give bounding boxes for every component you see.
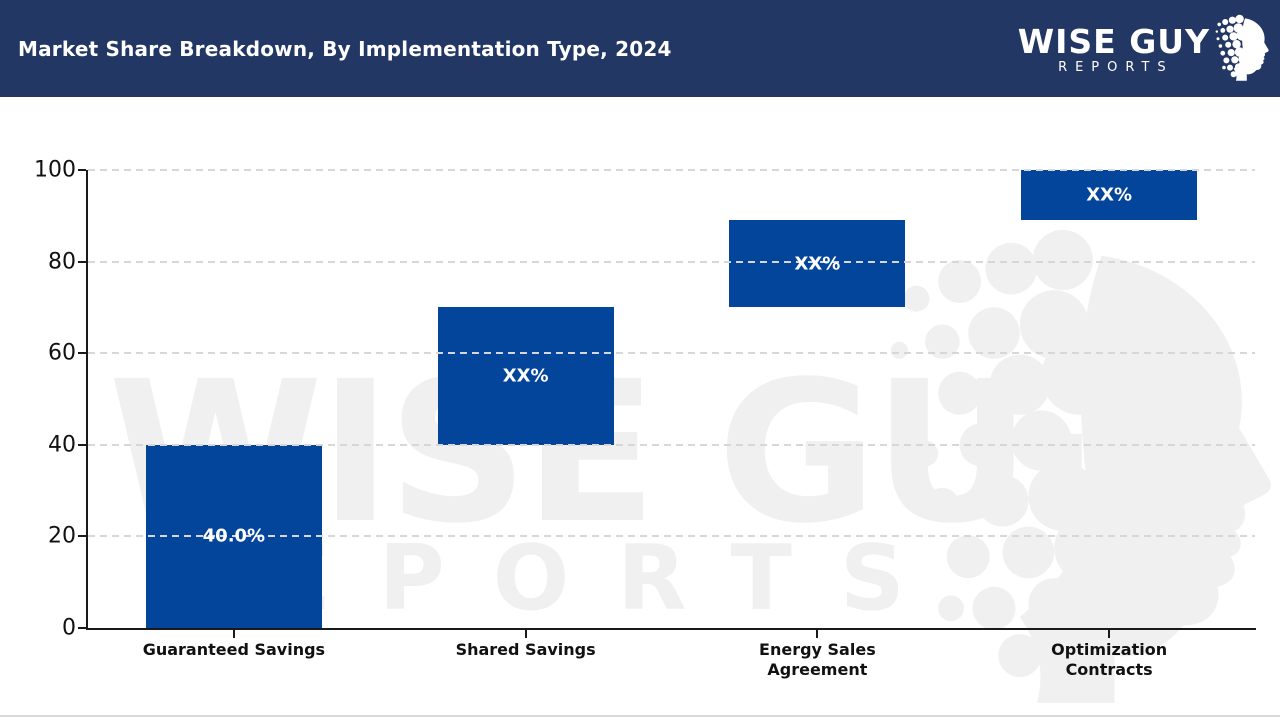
y-tick-mark [78,443,86,446]
x-axis-label: Shared Savings [455,640,596,659]
y-tick-mark [78,169,86,171]
bar-shared-savings [437,307,614,445]
y-axis-line [86,170,88,630]
gridline [88,169,1255,171]
gridline [88,260,1255,263]
y-tick-label: 60 [48,340,76,366]
bar-value-label: XX% [1086,184,1133,206]
y-tick-mark [78,260,86,263]
header-band: Market Share Breakdown, By Implementatio… [0,0,1280,97]
x-tick-mark [816,630,819,638]
logo-text: WISE GUY REPORTS [1017,21,1210,75]
logo-subtitle: REPORTS [1058,59,1174,75]
bar-energy-sales [729,220,906,308]
x-axis-line [86,628,1256,630]
x-tick-mark [524,630,527,638]
y-tick-label: 100 [34,157,76,183]
x-tick-mark [232,630,235,638]
bar-value-label: XX% [502,365,549,387]
y-tick-label: 40 [48,432,76,458]
y-tick-mark [78,352,86,355]
gridline [88,352,1255,355]
page-title: Market Share Breakdown, By Implementatio… [18,36,672,61]
bar-value-label: 40.0% [202,525,266,547]
x-tick-mark [1108,630,1111,638]
x-axis-label: Energy Sales Agreement [759,640,876,679]
bar-optimization [1021,170,1198,221]
dotted-head-icon [1215,14,1269,81]
plot-area: 40.0% XX% XX% XX% [88,169,1255,628]
logo-wordmark: WISE GUY [1017,21,1210,61]
footer-divider [0,715,1280,717]
x-axis-label: Guaranteed Savings [142,640,326,659]
y-tick-mark [78,535,86,538]
y-tick-mark [78,627,86,629]
wise-guy-logo: WISE GUY REPORTS [1018,4,1272,94]
gridline [88,535,1255,538]
y-tick-label: 80 [48,249,76,275]
y-tick-label: 20 [48,523,76,549]
y-tick-label: 0 [62,615,76,641]
gridline [88,443,1255,446]
x-axis-label: Optimization Contracts [1051,640,1168,679]
bar-value-label: XX% [794,253,841,275]
